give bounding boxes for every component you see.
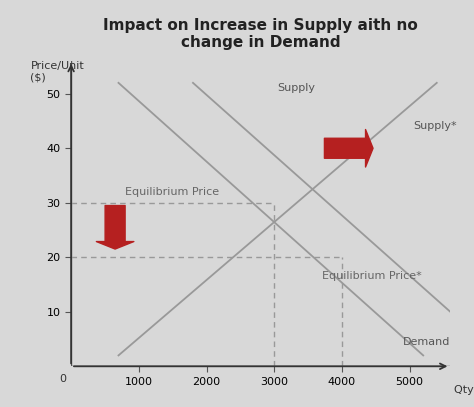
Text: Demand: Demand xyxy=(403,337,450,347)
Text: Equilibrium Price: Equilibrium Price xyxy=(125,186,219,197)
Text: Supply: Supply xyxy=(278,83,316,93)
Text: 0: 0 xyxy=(59,374,66,385)
Title: Impact on Increase in Supply aith no
change in Demand: Impact on Increase in Supply aith no cha… xyxy=(103,18,418,50)
Text: Price/Unit
($): Price/Unit ($) xyxy=(30,61,84,83)
Text: Qty (units): Qty (units) xyxy=(454,385,474,395)
Text: Equilibrium Price*: Equilibrium Price* xyxy=(322,271,421,281)
Text: Supply*: Supply* xyxy=(413,121,456,131)
